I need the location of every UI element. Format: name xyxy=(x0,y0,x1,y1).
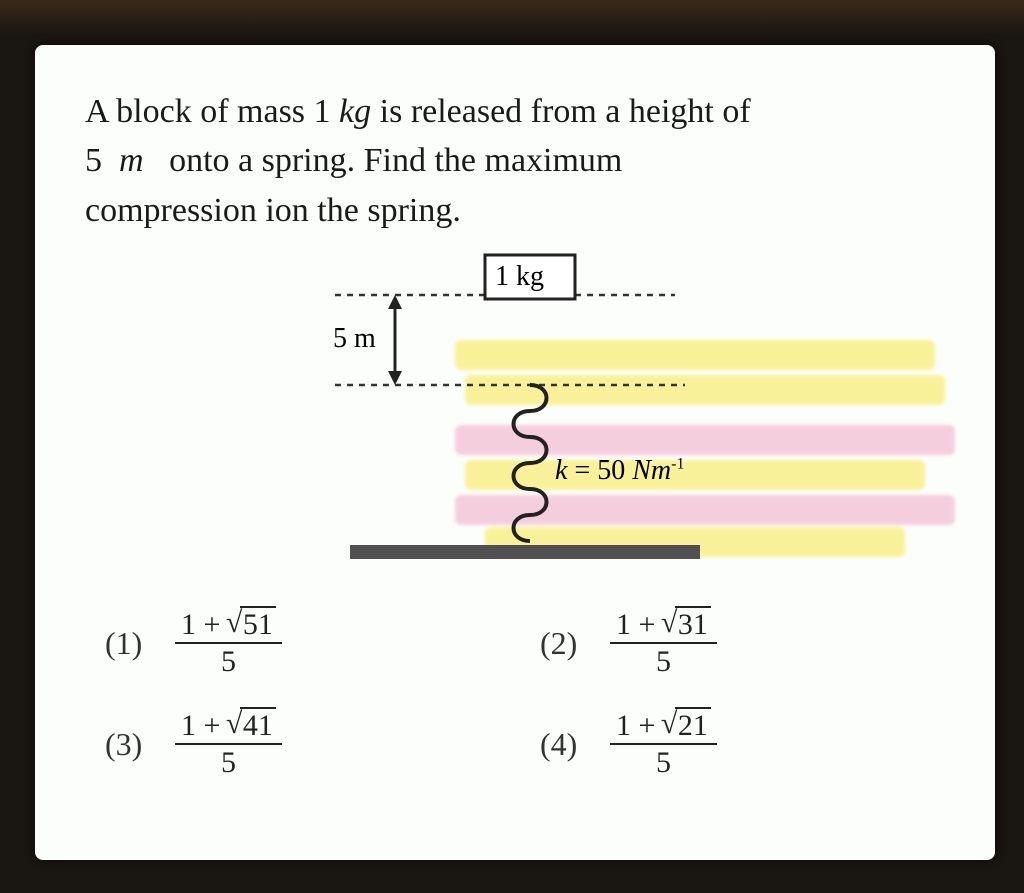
k-unit-N: N xyxy=(632,455,651,486)
device-top-strip xyxy=(0,0,1024,35)
height-unit: m xyxy=(119,142,144,179)
numerator-prefix: 1 + xyxy=(181,709,228,742)
option-2[interactable]: (2) 1 + 31 5 xyxy=(540,609,915,678)
denominator: 5 xyxy=(610,745,717,779)
option-3[interactable]: (3) 1 + 41 5 xyxy=(105,710,480,779)
radicand: 21 xyxy=(675,707,711,742)
page-frame: A block of mass 1 kg is released from a … xyxy=(35,45,995,860)
radicand: 41 xyxy=(240,707,276,742)
option-1[interactable]: (1) 1 + 51 5 xyxy=(105,609,480,678)
question-fragment: is released from a height of xyxy=(371,93,751,130)
k-equals: = 50 xyxy=(567,455,632,486)
option-number: (4) xyxy=(540,726,594,763)
sqrt-icon: 31 xyxy=(663,609,711,641)
k-variable: k xyxy=(555,455,567,486)
physics-figure: 1 kg 5 m k = 50 Nm-1 xyxy=(255,245,775,585)
numerator-prefix: 1 + xyxy=(616,709,663,742)
height-dimension-label: 5 m xyxy=(333,323,376,355)
denominator: 5 xyxy=(175,644,282,678)
numerator-prefix: 1 + xyxy=(616,608,663,641)
option-number: (3) xyxy=(105,726,159,763)
mass-unit: kg xyxy=(339,93,371,130)
option-fraction: 1 + 31 5 xyxy=(610,609,717,678)
question-fragment: onto a spring. Find the maximum xyxy=(161,142,623,179)
mass-value: 1 xyxy=(314,93,331,130)
numerator-prefix: 1 + xyxy=(181,608,228,641)
radicand: 51 xyxy=(240,606,276,641)
sqrt-icon: 51 xyxy=(228,609,276,641)
sqrt-icon: 21 xyxy=(663,710,711,742)
question-text: A block of mass 1 kg is released from a … xyxy=(85,87,945,235)
denominator: 5 xyxy=(175,745,282,779)
option-4[interactable]: (4) 1 + 21 5 xyxy=(540,710,915,779)
option-fraction: 1 + 41 5 xyxy=(175,710,282,779)
k-exponent: -1 xyxy=(671,456,684,473)
option-number: (2) xyxy=(540,625,594,662)
k-unit-m: m xyxy=(651,455,671,486)
sqrt-icon: 41 xyxy=(228,710,276,742)
question-fragment: A block of mass xyxy=(85,93,314,130)
denominator: 5 xyxy=(610,644,717,678)
option-fraction: 1 + 51 5 xyxy=(175,609,282,678)
question-fragment: compression ion the spring. xyxy=(85,192,461,229)
mass-box-label: 1 kg xyxy=(495,261,544,293)
height-value: 5 xyxy=(85,142,102,179)
spring-constant-label: k = 50 Nm-1 xyxy=(555,455,684,487)
options-grid: (1) 1 + 51 5 (2) 1 + 31 5 (3) xyxy=(85,599,945,779)
option-fraction: 1 + 21 5 xyxy=(610,710,717,779)
option-number: (1) xyxy=(105,625,159,662)
radicand: 31 xyxy=(675,606,711,641)
